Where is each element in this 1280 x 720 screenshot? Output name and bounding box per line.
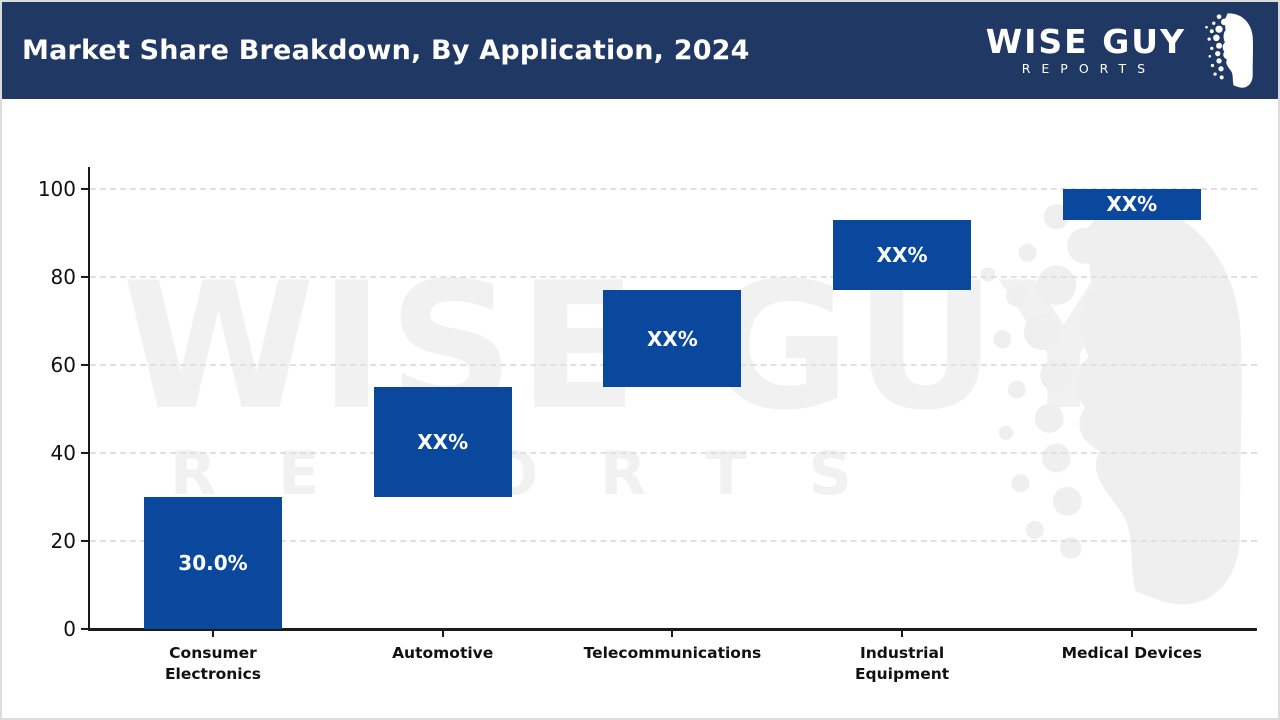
y-tick-label: 40 — [50, 441, 76, 465]
gridline-y40 — [90, 452, 1257, 454]
gridline-y80 — [90, 276, 1257, 278]
chart-title: Market Share Breakdown, By Application, … — [22, 35, 750, 66]
header: Market Share Breakdown, By Application, … — [2, 2, 1278, 99]
x-tick-mark — [441, 630, 444, 637]
logo-wordmark: WISE GUY — [985, 22, 1186, 62]
bar-telecommunications: XX% — [603, 290, 742, 387]
y-tick-label: 20 — [50, 529, 76, 553]
y-tick-label: 60 — [50, 353, 76, 377]
y-tick-label: 100 — [37, 177, 76, 201]
y-tick-mark — [81, 364, 89, 366]
bar-value-label: XX% — [417, 430, 469, 454]
x-tick-mark — [212, 630, 214, 637]
bar-automotive: XX% — [373, 387, 512, 497]
bar-value-label: 30.0% — [178, 551, 248, 575]
y-tick-mark — [81, 188, 89, 190]
x-tick-label: Industrial Equipment — [854, 644, 950, 683]
y-tick-mark — [81, 452, 89, 454]
bar-industrial-equipment: XX% — [833, 219, 972, 291]
gridline-y20 — [90, 540, 1257, 542]
bar-medical-devices: XX% — [1062, 189, 1201, 220]
y-tick-label: 0 — [63, 617, 76, 641]
y-tick-mark — [81, 276, 89, 278]
logo-subtext: REPORTS — [1021, 61, 1157, 77]
logo-text: WISE GUY REPORTS — [986, 25, 1186, 76]
y-tick-mark — [81, 540, 89, 542]
x-tick-label: Medical Devices — [1061, 644, 1203, 662]
x-tick-label: Automotive — [392, 644, 494, 662]
y-tick-label: 80 — [50, 265, 76, 289]
wiseguy-face-icon — [1205, 12, 1253, 88]
x-tick-mark — [1130, 630, 1133, 637]
x-axis-spine — [88, 628, 1257, 631]
x-tick-mark — [901, 630, 904, 637]
bar-value-label: XX% — [876, 242, 928, 267]
wiseguy-logo: WISE GUY REPORTS — [986, 11, 1256, 91]
x-tick-label: Telecommunications — [583, 644, 762, 662]
bar-value-label: XX% — [646, 326, 698, 351]
gridline-y100 — [90, 188, 1257, 190]
bar-consumer-electronics: 30.0% — [144, 497, 282, 629]
y-tick-mark — [81, 628, 89, 630]
bar-value-label: XX% — [1106, 192, 1158, 217]
x-tick-mark — [671, 630, 674, 637]
y-axis-spine — [88, 167, 90, 630]
x-tick-label: Consumer Electronics — [164, 644, 262, 683]
